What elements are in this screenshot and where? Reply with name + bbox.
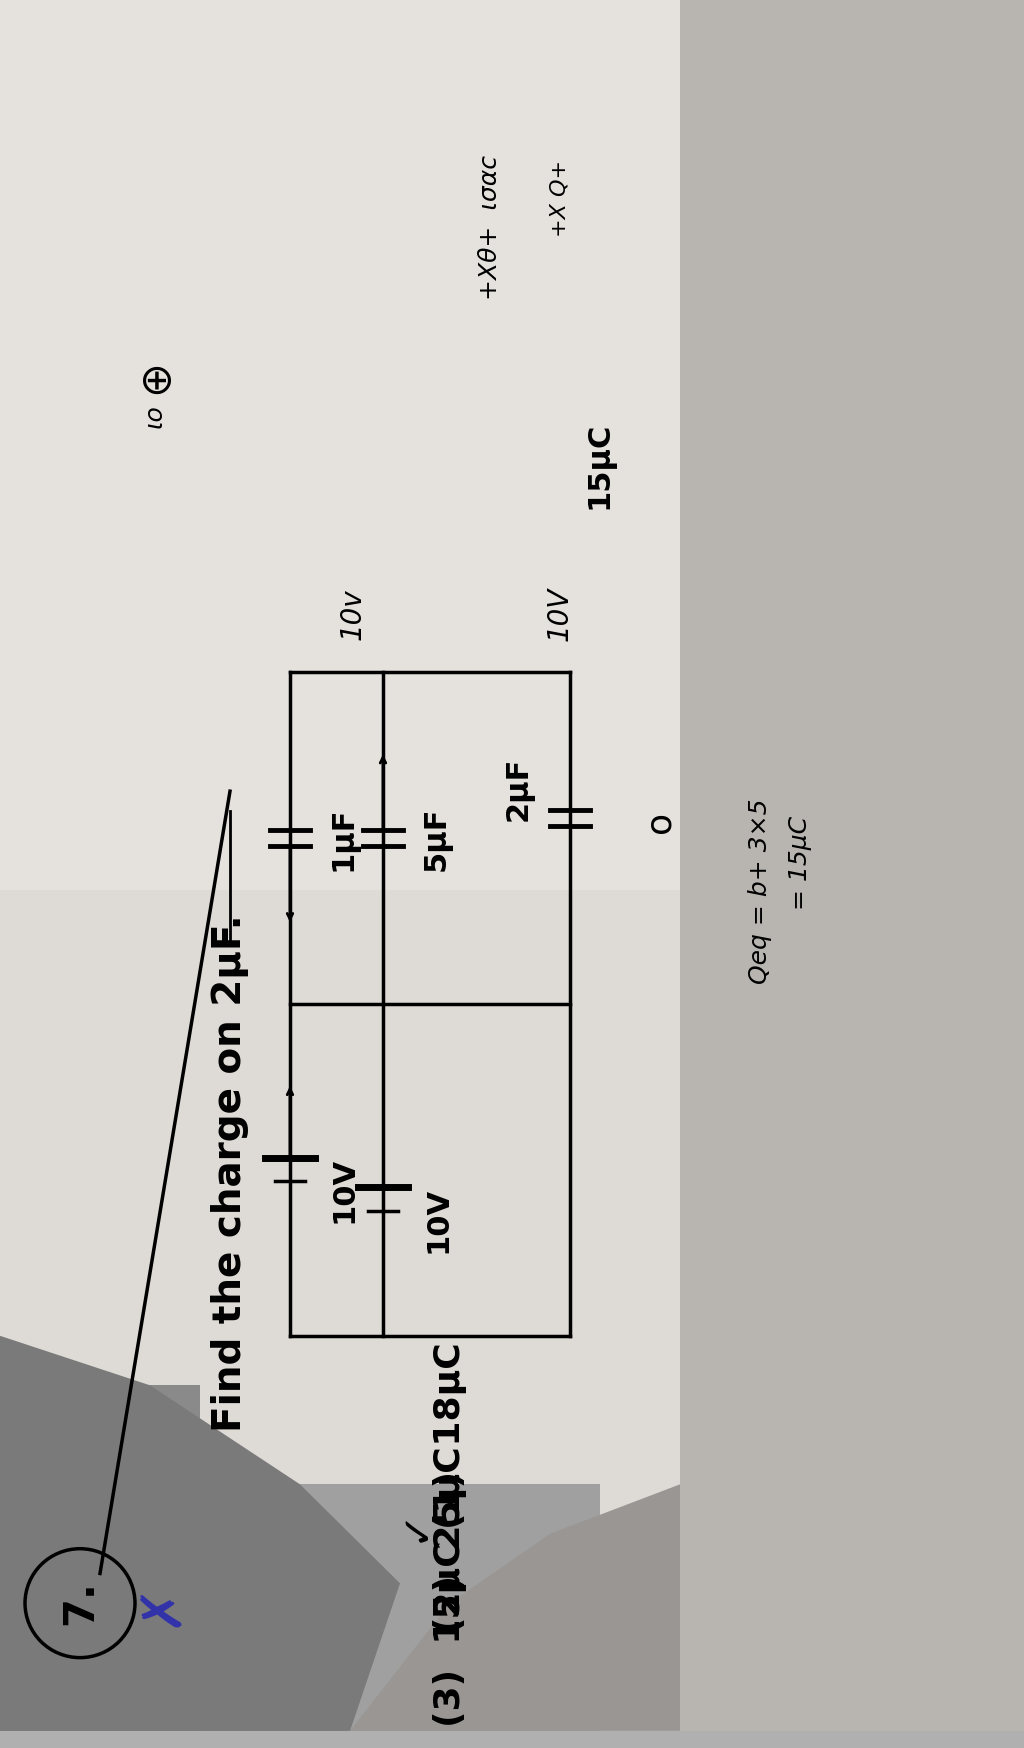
Text: ✗: ✗: [133, 1580, 187, 1626]
FancyBboxPatch shape: [0, 0, 680, 891]
Text: Qeq = b+ 3×5: Qeq = b+ 3×5: [748, 799, 772, 984]
Text: 10v: 10v: [339, 587, 367, 640]
FancyBboxPatch shape: [0, 0, 680, 1731]
Text: 2μF: 2μF: [505, 757, 534, 822]
Text: 5μF: 5μF: [423, 806, 452, 871]
Text: 1μF: 1μF: [330, 806, 359, 871]
Text: = 15μC: = 15μC: [788, 816, 812, 965]
Text: (2)  25μC: (2) 25μC: [433, 1446, 467, 1633]
FancyBboxPatch shape: [0, 1386, 200, 1731]
Text: 10V: 10V: [330, 1157, 359, 1222]
Text: ✓: ✓: [394, 1507, 436, 1542]
Text: +Xθ+  ισαc: +Xθ+ ισαc: [478, 156, 502, 301]
Text: o: o: [643, 811, 677, 832]
Text: ⊕: ⊕: [134, 358, 176, 393]
Text: 7.: 7.: [59, 1578, 101, 1624]
Text: (3)  15μC: (3) 15μC: [433, 1540, 467, 1727]
Polygon shape: [350, 1484, 680, 1731]
Text: Find the charge on 2μF.: Find the charge on 2μF.: [211, 914, 249, 1432]
Text: 10V: 10V: [546, 587, 574, 642]
FancyBboxPatch shape: [200, 1484, 600, 1731]
Polygon shape: [0, 1335, 400, 1731]
Text: 15μC: 15μC: [586, 421, 614, 509]
Text: 10V: 10V: [423, 1187, 452, 1252]
Text: ιο: ιο: [143, 404, 167, 428]
Text: (1)  18μC: (1) 18μC: [433, 1342, 467, 1528]
FancyBboxPatch shape: [680, 0, 1024, 1731]
Text: +X Q+: +X Q+: [550, 159, 570, 236]
